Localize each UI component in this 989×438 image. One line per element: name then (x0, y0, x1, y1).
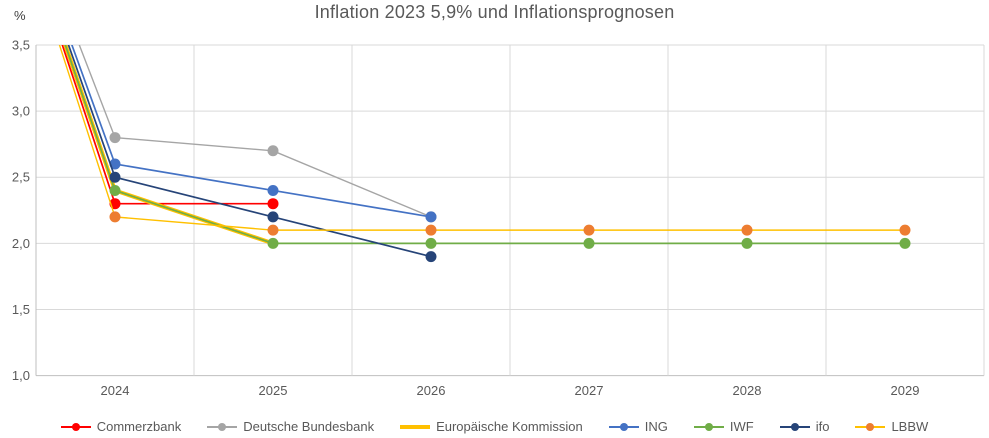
legend-swatch-commerzbank (60, 421, 91, 433)
legend-item-lbbw: LBBW (855, 419, 928, 434)
series-line-deutsche-bundesbank (78, 45, 432, 218)
y-tick-label: 3,5 (12, 38, 30, 53)
data-point-ifo (109, 171, 121, 183)
legend-item-commerzbank: Commerzbank (60, 419, 182, 434)
legend-marker-ing (619, 422, 628, 431)
data-point-ing (425, 211, 437, 223)
data-point-ifo (267, 211, 279, 223)
legend-item-deutsche-bundesbank: Deutsche Bundesbank (207, 419, 374, 434)
y-tick-label: 1,0 (12, 368, 30, 383)
legend-label-europ-ische-kommission: Europäische Kommission (436, 419, 583, 434)
y-tick-label: 3,0 (12, 104, 30, 119)
series-line-ing (71, 45, 432, 218)
y-tick-label: 2,0 (12, 236, 30, 251)
series-line-commerzbank (61, 45, 273, 205)
legend-marker-ifo (790, 422, 799, 431)
y-tick-label: 1,5 (12, 302, 30, 317)
legend-marker-lbbw (866, 422, 875, 431)
data-point-iwf (425, 237, 437, 249)
data-point-iwf (583, 237, 595, 249)
series-line-iwf (64, 45, 905, 245)
data-point-deutsche-bundesbank (109, 132, 121, 144)
data-point-lbbw (267, 224, 279, 236)
legend-item-europ-ische-kommission: Europäische Kommission (400, 419, 583, 434)
data-point-iwf (109, 184, 121, 196)
legend-marker-commerzbank (71, 422, 80, 431)
legend-swatch-deutsche-bundesbank (207, 421, 238, 433)
legend-swatch-europ-ische-kommission (400, 421, 431, 433)
legend-marker-iwf (704, 422, 713, 431)
legend-swatch-ifo (779, 421, 810, 433)
y-tick-label: 2,5 (12, 170, 30, 185)
data-point-iwf (267, 237, 279, 249)
legend-swatch-lbbw (855, 421, 886, 433)
series-line-ifo (67, 45, 432, 258)
data-point-commerzbank (267, 198, 279, 210)
data-point-lbbw (425, 224, 437, 236)
x-tick-label: 2029 (891, 383, 920, 398)
chart-legend: Commerzbank Deutsche Bundesbank Europäisch… (0, 419, 989, 434)
x-tick-label: 2025 (259, 383, 288, 398)
legend-label-lbbw: LBBW (891, 419, 929, 434)
data-point-lbbw (741, 224, 753, 236)
data-point-ing (267, 184, 279, 196)
legend-line-europ-ische-kommission (400, 424, 431, 429)
data-point-iwf (899, 237, 911, 249)
legend-label-iwf: IWF (729, 419, 754, 434)
legend-label-ing: ING (644, 419, 668, 434)
data-point-lbbw (899, 224, 911, 236)
x-tick-label: 2027 (575, 383, 604, 398)
data-point-lbbw (583, 224, 595, 236)
data-point-iwf (741, 237, 753, 249)
x-tick-label: 2028 (733, 383, 762, 398)
data-point-ing (109, 158, 121, 170)
legend-label-commerzbank: Commerzbank (96, 419, 182, 434)
legend-swatch-ing (608, 421, 639, 433)
legend-label-ifo: ifo (815, 419, 830, 434)
legend-marker-deutsche-bundesbank (218, 422, 227, 431)
legend-item-ing: ING (608, 419, 668, 434)
x-tick-label: 2026 (417, 383, 446, 398)
data-point-deutsche-bundesbank (267, 145, 279, 157)
data-point-ifo (425, 251, 437, 263)
legend-item-iwf: IWF (693, 419, 754, 434)
legend-label-deutsche-bundesbank: Deutsche Bundesbank (243, 419, 375, 434)
y-axis-unit-label: % (14, 8, 26, 23)
legend-item-ifo: ifo (779, 419, 830, 434)
legend-swatch-iwf (693, 421, 724, 433)
x-tick-label: 2024 (101, 383, 130, 398)
data-point-lbbw (109, 211, 121, 223)
chart-title: Inflation 2023 5,9% und Inflationsprogno… (314, 2, 675, 22)
